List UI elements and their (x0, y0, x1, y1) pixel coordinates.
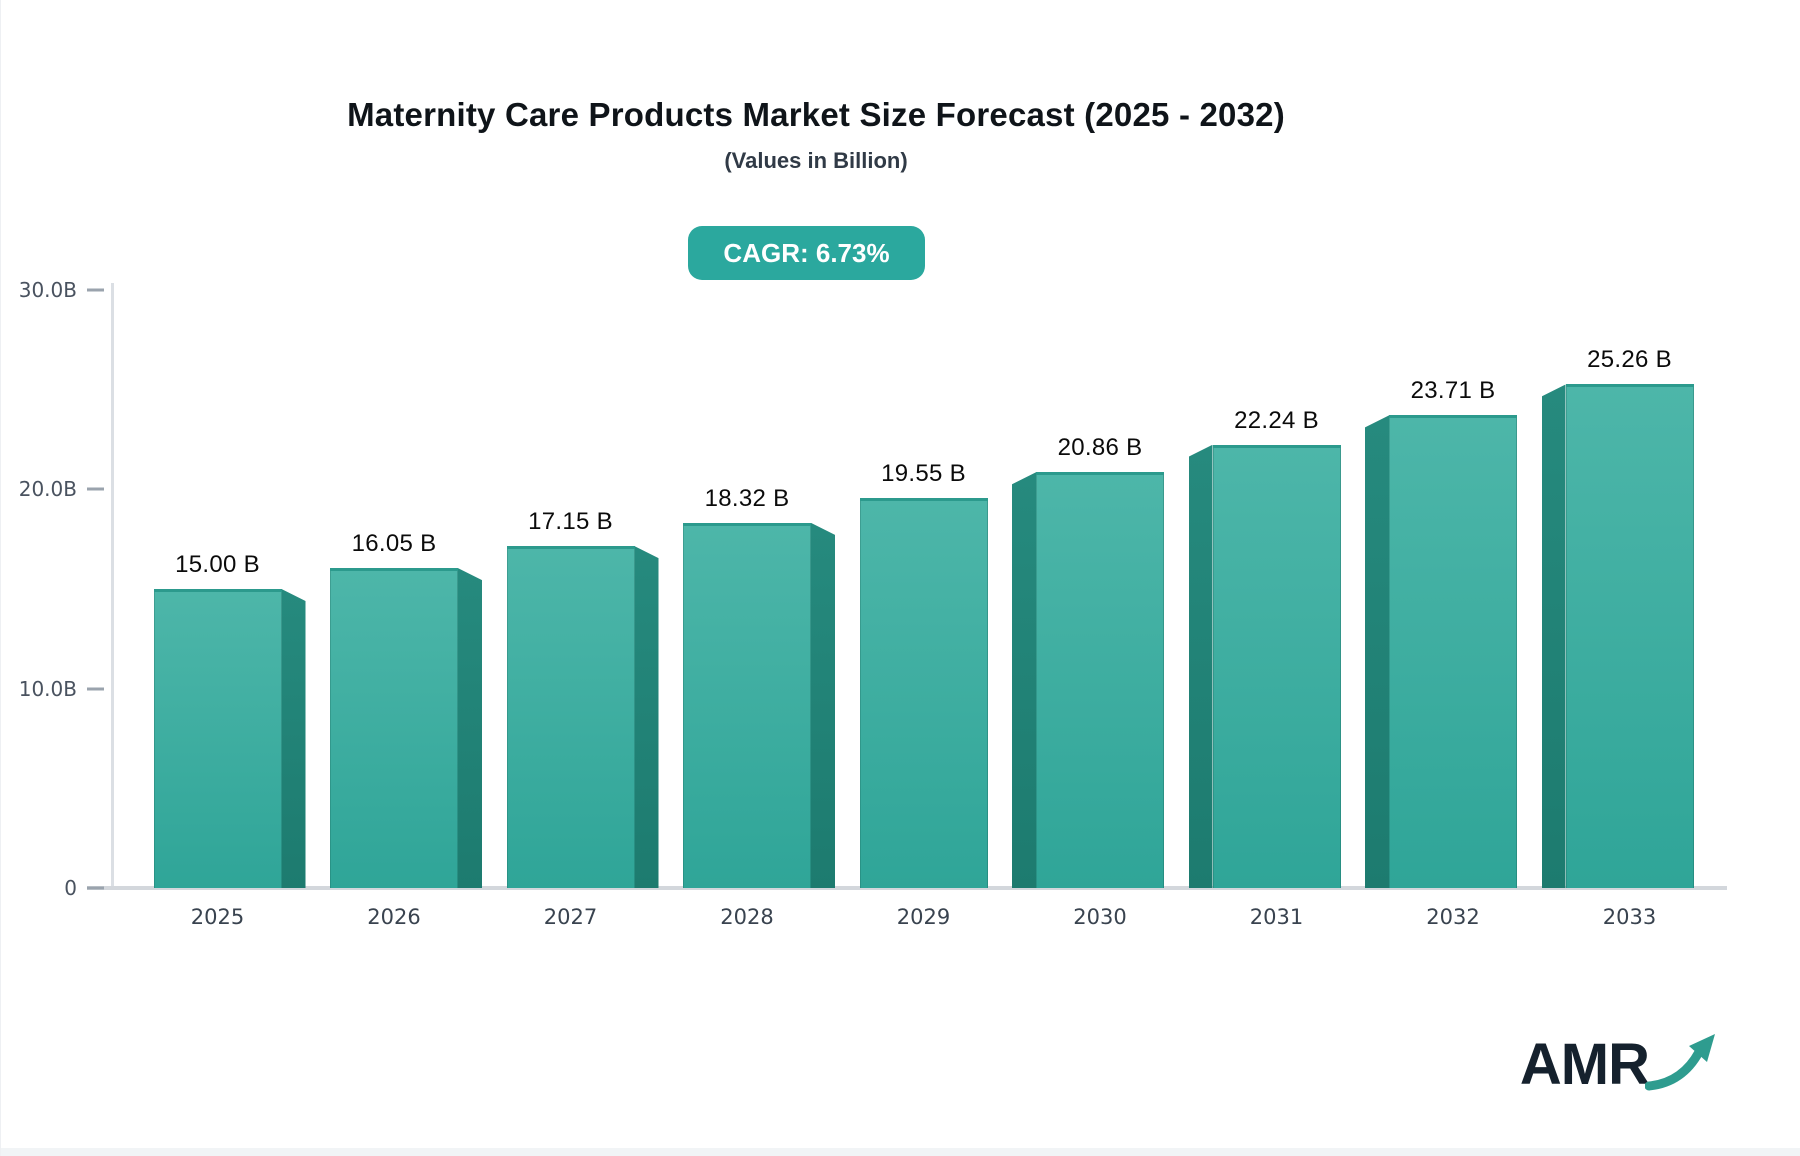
x-tick-label-2026: 2026 (367, 905, 421, 929)
bar-2028 (683, 522, 811, 888)
bar-2033 (1565, 384, 1694, 888)
bar-value-label: 15.00 B (175, 551, 260, 578)
y-tick-label: 30.0B (18, 278, 77, 302)
cagr-badge: CAGR: 6.73% (688, 226, 925, 280)
bar-2027 (506, 546, 635, 888)
bar-2033-side-face (1541, 384, 1566, 888)
x-tick-label-2027: 2027 (543, 905, 598, 929)
x-tick-label-2028: 2028 (720, 905, 774, 929)
bar-2032 (1389, 415, 1517, 888)
bar-2031 (1212, 444, 1341, 888)
bar-2025 (153, 589, 282, 888)
y-tick-mark (87, 687, 104, 691)
x-tick-label-2025: 2025 (190, 905, 245, 929)
x-tick-label-2031: 2031 (1249, 905, 1304, 929)
bar-2026-side-face (458, 568, 482, 888)
bar-2027-side-face (634, 546, 659, 888)
y-tick-label: 0 (64, 876, 77, 900)
bar-2029 (859, 498, 988, 888)
bar-value-label: 16.05 B (351, 530, 437, 558)
y-tick-mark (87, 288, 104, 292)
y-tick-label: 10.0B (18, 676, 77, 701)
bar-value-label: 23.71 B (1410, 377, 1496, 405)
bar-2030 (1036, 472, 1164, 888)
bar-value-label: 22.24 B (1234, 406, 1319, 434)
bar-value-label: 19.55 B (881, 460, 966, 488)
x-axis-line (87, 886, 1727, 890)
y-tick-mark (87, 487, 104, 491)
bottom-edge-strip (1, 1148, 1800, 1156)
bar-value-label: 25.26 B (1587, 346, 1672, 374)
bar-2025-side-face (281, 589, 306, 888)
x-tick-label-2032: 2032 (1426, 905, 1480, 929)
x-tick-label-2033: 2033 (1602, 905, 1657, 929)
bar-2030-side-face (1012, 472, 1036, 888)
bar-2032-side-face (1365, 415, 1389, 888)
bar-2031-side-face (1188, 444, 1213, 888)
chart-subtitle: (Values in Billion) (724, 148, 908, 173)
bar-value-label: 20.86 B (1057, 434, 1143, 462)
amr-logo-text: AMR (1519, 1032, 1650, 1097)
x-tick-label-2029: 2029 (896, 905, 951, 929)
chart-title: Maternity Care Products Market Size Fore… (347, 96, 1285, 133)
y-axis-line (111, 283, 114, 888)
x-tick-label-2030: 2030 (1073, 905, 1127, 929)
amr-logo: AMR (1520, 1032, 1719, 1094)
bar-2026 (330, 568, 458, 888)
plot-area: 15.00 B 16.05 B 17.15 B 18.32 B 19.55 B 20.86… (111, 290, 1721, 888)
bar-2028-side-face (811, 522, 835, 888)
cagr-badge-label: CAGR: 6.73% (723, 237, 890, 268)
y-tick-mark (87, 886, 104, 890)
trend-up-arrow-icon (1645, 1034, 1715, 1091)
y-tick-label: 20.0B (18, 477, 77, 502)
bar-value-label: 17.15 B (528, 508, 613, 536)
bar-value-label: 18.32 B (704, 484, 790, 512)
